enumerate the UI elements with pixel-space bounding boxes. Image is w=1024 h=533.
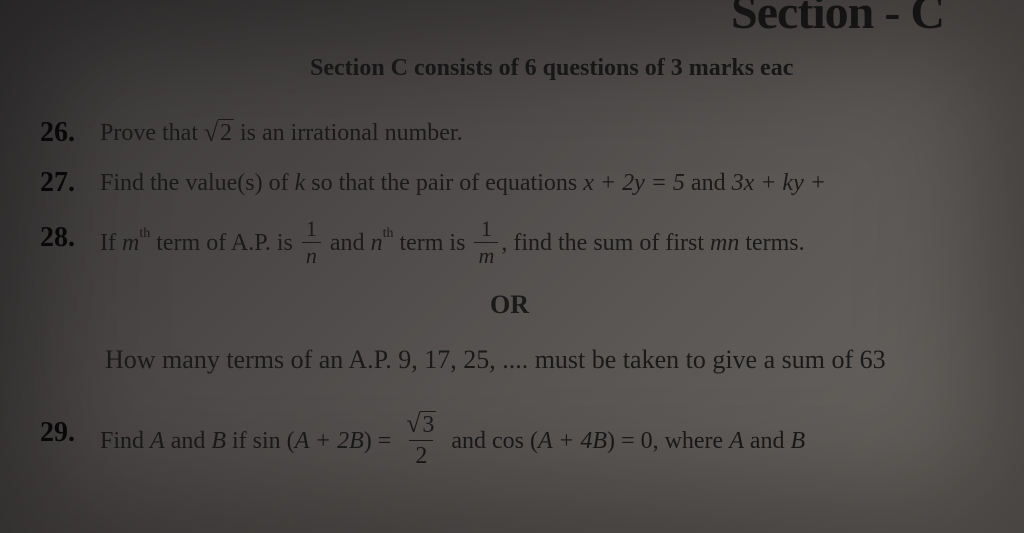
question-text: Find A and B if sin (A + 2B) = 32 and co… [100, 415, 805, 470]
variable-A: A [729, 428, 744, 454]
q26-after: is an irrational number. [234, 120, 463, 146]
section-subtitle: Section C consists of 6 questions of 3 m… [310, 55, 793, 82]
question-text: How many terms of an A.P. 9, 17, 25, ...… [105, 340, 886, 379]
denominator: n [302, 242, 321, 267]
variable-A: A [150, 428, 165, 454]
sqrt-expression: 3 [406, 413, 436, 437]
q27-mid: so that the pair of equations [305, 170, 583, 196]
q28-t6: terms. [739, 230, 804, 256]
subtitle-mid: questions of [537, 55, 671, 81]
q29-t2: and [165, 428, 212, 454]
sqrt-expression: 2 [204, 115, 234, 151]
q29-t7: and [744, 428, 791, 454]
q29-t5: and cos ( [445, 428, 538, 454]
variable-B: B [791, 428, 806, 454]
q27-and: and [685, 170, 732, 196]
q29-t6: ) = 0, where [607, 428, 729, 454]
radicand: 2 [218, 119, 234, 146]
q28-t4: term is [393, 230, 471, 256]
q29-t3: if sin ( [226, 428, 295, 454]
question-number: 28. [40, 222, 100, 254]
variable-B: B [211, 428, 226, 454]
section-title-large: Section - C [731, 0, 944, 40]
q28-t5: , find the sum of first [501, 230, 710, 256]
question-29: 29. Find A and B if sin (A + 2B) = 32 an… [40, 415, 1020, 470]
equation-1: x + 2y = 5 [583, 170, 685, 196]
subtitle-marks: 3 [671, 55, 683, 81]
q28-t1: If [100, 230, 122, 256]
expression-1: A + 2B [295, 428, 364, 454]
exam-page: Section - C Section C consists of 6 ques… [0, 0, 1024, 533]
q28alt-t2: must be taken to give a sum of [528, 345, 859, 374]
q29-t4: ) = [364, 428, 398, 454]
question-26: 26. Prove that 2 is an irrational number… [40, 115, 1020, 151]
sum-value: 63 [860, 345, 886, 374]
q28alt-t1: How many terms of an A.P. [105, 345, 398, 374]
q28-t3: and [324, 230, 371, 256]
question-text: Prove that 2 is an irrational number. [100, 115, 463, 151]
or-label: OR [490, 290, 529, 320]
equation-2: 3x + ky + [732, 170, 826, 196]
variable-m: m [122, 230, 139, 256]
denominator: m [474, 242, 498, 267]
superscript-th: th [383, 226, 394, 241]
question-28: 28. If mth term of A.P. is 1n and nth te… [40, 220, 1020, 269]
q29-t1: Find [100, 428, 150, 454]
subtitle-suffix: marks eac [683, 55, 794, 81]
sequence: 9, 17, 25, .... [398, 345, 528, 374]
variable-n: n [371, 230, 383, 256]
denominator: 2 [409, 440, 433, 468]
q28-t2: term of A.P. is [150, 230, 299, 256]
subtitle-qcount: 6 [525, 55, 537, 81]
expression-2: A + 4B [538, 428, 607, 454]
superscript-th: th [139, 226, 150, 241]
q27-before: Find the value(s) of [100, 170, 295, 196]
question-number: 27. [40, 167, 100, 199]
numerator: 1 [302, 218, 321, 242]
question-number: 26. [40, 117, 100, 149]
numerator: 3 [400, 413, 442, 440]
fraction-sqrt3-over-2: 32 [400, 413, 442, 468]
or-divider: OR [490, 290, 1024, 320]
fraction-1-over-m: 1m [474, 218, 498, 267]
radicand: 3 [420, 411, 436, 438]
variable-k: k [295, 170, 306, 196]
variable-mn: mn [710, 230, 739, 256]
question-text: If mth term of A.P. is 1n and nth term i… [100, 220, 805, 269]
subtitle-prefix: Section C consists of [310, 55, 525, 81]
question-28-alternative: How many terms of an A.P. 9, 17, 25, ...… [105, 340, 1024, 379]
fraction-1-over-n: 1n [302, 218, 321, 267]
q26-before: Prove that [100, 120, 204, 146]
question-number: 29. [40, 417, 100, 449]
numerator: 1 [477, 218, 496, 242]
question-text: Find the value(s) of k so that the pair … [100, 165, 826, 201]
question-27: 27. Find the value(s) of k so that the p… [40, 165, 1020, 201]
